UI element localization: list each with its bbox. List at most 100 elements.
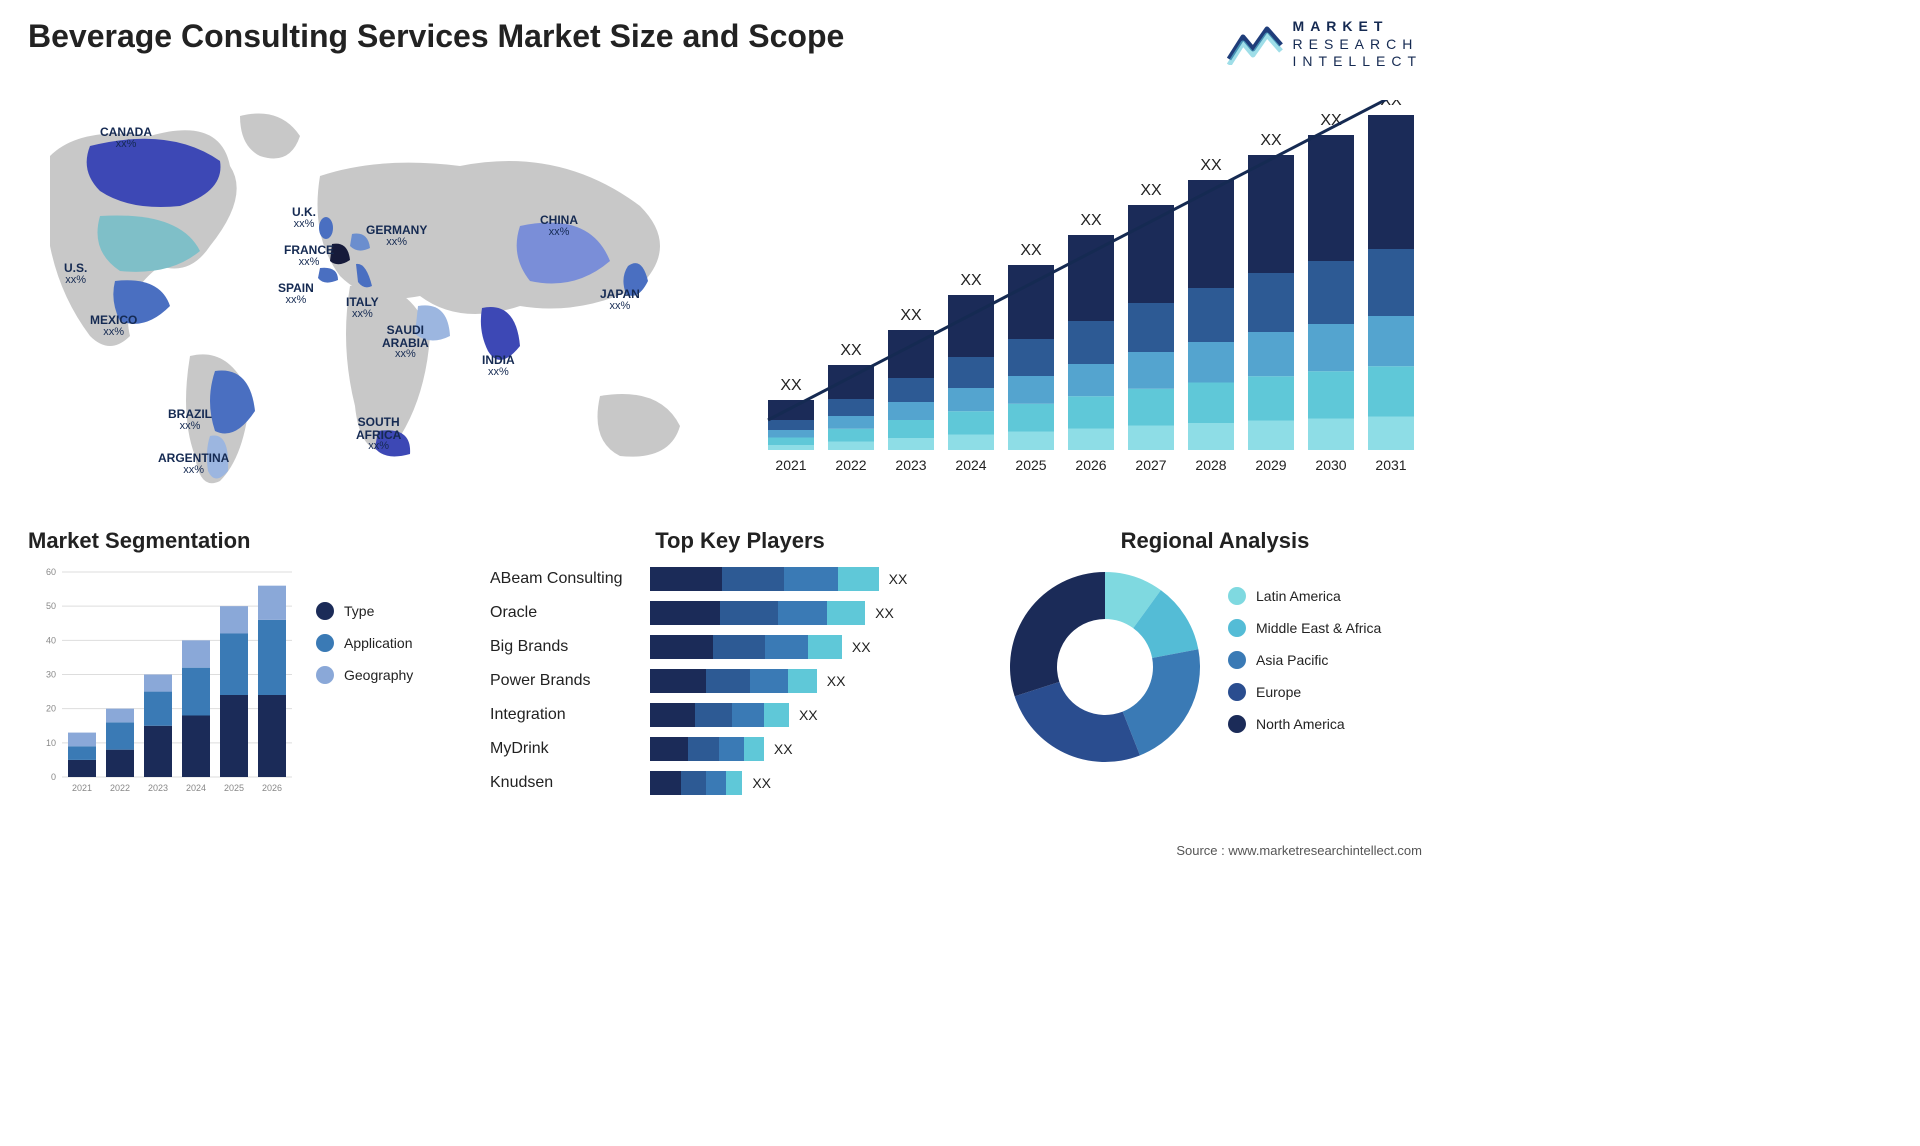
svg-text:XX: XX xyxy=(900,307,922,324)
svg-text:2022: 2022 xyxy=(110,783,130,793)
svg-text:2025: 2025 xyxy=(224,783,244,793)
map-label-france: FRANCExx% xyxy=(284,244,334,268)
player-value: XX xyxy=(774,741,793,757)
player-name: Oracle xyxy=(490,604,650,622)
svg-text:2024: 2024 xyxy=(186,783,206,793)
player-name: Big Brands xyxy=(490,638,650,656)
logo-mark-icon xyxy=(1227,19,1283,70)
map-label-china: CHINAxx% xyxy=(540,214,578,238)
player-bar xyxy=(650,771,742,795)
map-label-brazil: BRAZILxx% xyxy=(168,408,212,432)
player-row: Oracle XX xyxy=(490,596,990,630)
player-value: XX xyxy=(852,639,871,655)
legend-item: Latin America xyxy=(1228,587,1381,605)
legend-item: Type xyxy=(316,602,413,620)
regional-donut-chart xyxy=(1000,562,1210,772)
player-value: XX xyxy=(875,605,894,621)
svg-text:XX: XX xyxy=(840,342,862,359)
key-players-bar-chart: ABeam ConsultingXXOracleXXBig BrandsXXPo… xyxy=(490,562,990,800)
svg-text:2021: 2021 xyxy=(72,783,92,793)
player-row: Big Brands XX xyxy=(490,630,990,664)
growth-bar-chart: 2021 XX 2022 XX 2023 XX 2024 XX 2025 XX 2026 XX 2027… xyxy=(760,100,1420,490)
svg-text:2026: 2026 xyxy=(262,783,282,793)
player-value: XX xyxy=(827,673,846,689)
regional-title: Regional Analysis xyxy=(1000,528,1430,554)
source-attribution: Source : www.marketresearchintellect.com xyxy=(1176,843,1422,858)
svg-text:2023: 2023 xyxy=(895,457,926,473)
map-label-saudi-arabia: SAUDIARABIAxx% xyxy=(382,324,429,361)
page-title: Beverage Consulting Services Market Size… xyxy=(28,18,844,55)
map-label-spain: SPAINxx% xyxy=(278,282,314,306)
brand-logo: MARKET RESEARCH INTELLECT xyxy=(1227,18,1422,71)
key-players-title: Top Key Players xyxy=(490,528,990,554)
regional-legend: Latin America Middle East & Africa Asia Pa… xyxy=(1228,587,1381,747)
player-value: XX xyxy=(799,707,818,723)
map-label-india: INDIAxx% xyxy=(482,354,515,378)
player-bar xyxy=(650,737,764,761)
svg-text:50: 50 xyxy=(46,601,56,611)
player-bar xyxy=(650,703,789,727)
player-bar xyxy=(650,601,865,625)
svg-text:2024: 2024 xyxy=(955,457,986,473)
player-row: Power Brands XX xyxy=(490,664,990,698)
segmentation-title: Market Segmentation xyxy=(28,528,458,554)
player-row: Knudsen XX xyxy=(490,766,990,800)
svg-text:2025: 2025 xyxy=(1015,457,1046,473)
svg-text:2029: 2029 xyxy=(1255,457,1286,473)
svg-text:2023: 2023 xyxy=(148,783,168,793)
svg-text:XX: XX xyxy=(780,377,802,394)
svg-text:2028: 2028 xyxy=(1195,457,1226,473)
player-bar xyxy=(650,567,879,591)
legend-item: Asia Pacific xyxy=(1228,651,1381,669)
player-bar xyxy=(650,635,842,659)
map-label-italy: ITALYxx% xyxy=(346,296,379,320)
map-label-argentina: ARGENTINAxx% xyxy=(158,452,229,476)
svg-text:XX: XX xyxy=(1080,212,1102,229)
svg-text:30: 30 xyxy=(46,670,56,680)
player-name: Integration xyxy=(490,706,650,724)
svg-text:2021: 2021 xyxy=(775,457,806,473)
svg-text:XX: XX xyxy=(1140,182,1162,199)
legend-item: Europe xyxy=(1228,683,1381,701)
logo-text: MARKET RESEARCH INTELLECT xyxy=(1293,18,1422,71)
svg-text:20: 20 xyxy=(46,704,56,714)
svg-text:2030: 2030 xyxy=(1315,457,1346,473)
svg-text:XX: XX xyxy=(1260,132,1282,149)
legend-item: North America xyxy=(1228,715,1381,733)
player-bar xyxy=(650,669,817,693)
svg-text:2022: 2022 xyxy=(835,457,866,473)
map-label-japan: JAPANxx% xyxy=(600,288,640,312)
svg-text:0: 0 xyxy=(51,772,56,782)
regional-panel: Regional Analysis Latin America Middle Ea… xyxy=(1000,528,1430,818)
svg-text:60: 60 xyxy=(46,567,56,577)
map-label-germany: GERMANYxx% xyxy=(366,224,427,248)
svg-text:2027: 2027 xyxy=(1135,457,1166,473)
segmentation-legend: Type Application Geography xyxy=(316,602,413,698)
map-label-u-s-: U.S.xx% xyxy=(64,262,87,286)
player-row: ABeam Consulting XX xyxy=(490,562,990,596)
map-label-u-k-: U.K.xx% xyxy=(292,206,316,230)
player-name: Knudsen xyxy=(490,774,650,792)
svg-text:2031: 2031 xyxy=(1375,457,1406,473)
map-label-south-africa: SOUTHAFRICAxx% xyxy=(356,416,401,453)
player-name: Power Brands xyxy=(490,672,650,690)
legend-item: Middle East & Africa xyxy=(1228,619,1381,637)
legend-item: Application xyxy=(316,634,413,652)
map-label-canada: CANADAxx% xyxy=(100,126,152,150)
player-row: MyDrink XX xyxy=(490,732,990,766)
segmentation-panel: Market Segmentation 0 10 20 30 40 50 60 2021 202… xyxy=(28,528,458,818)
svg-text:XX: XX xyxy=(960,272,982,289)
svg-text:XX: XX xyxy=(1020,242,1042,259)
player-value: XX xyxy=(889,571,908,587)
svg-text:40: 40 xyxy=(46,635,56,645)
player-row: Integration XX xyxy=(490,698,990,732)
world-map-panel: CANADAxx%U.S.xx%MEXICOxx%BRAZILxx%ARGENT… xyxy=(20,96,720,496)
key-players-panel: Top Key Players ABeam ConsultingXXOracle… xyxy=(490,528,990,818)
svg-text:2026: 2026 xyxy=(1075,457,1106,473)
player-name: MyDrink xyxy=(490,740,650,758)
player-value: XX xyxy=(752,775,771,791)
segmentation-bar-chart: 0 10 20 30 40 50 60 2021 2022 2023 2024 2025 2026 xyxy=(28,562,308,812)
svg-text:10: 10 xyxy=(46,738,56,748)
player-name: ABeam Consulting xyxy=(490,570,650,588)
legend-item: Geography xyxy=(316,666,413,684)
